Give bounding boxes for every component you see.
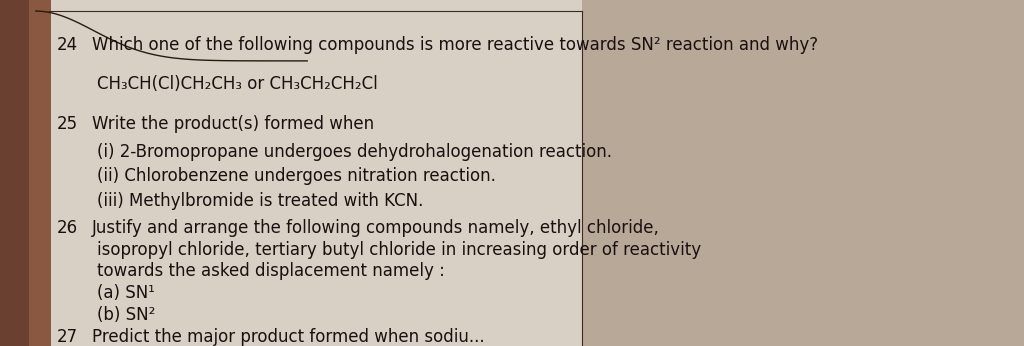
Text: (iii) Methylbromide is treated with KCN.: (iii) Methylbromide is treated with KCN. <box>97 192 424 210</box>
Text: (b) SN²: (b) SN² <box>97 306 156 324</box>
FancyBboxPatch shape <box>0 0 36 346</box>
Text: (ii) Chlorobenzene undergoes nitration reaction.: (ii) Chlorobenzene undergoes nitration r… <box>97 167 497 185</box>
Text: 24: 24 <box>56 36 78 54</box>
Text: 26: 26 <box>56 219 78 237</box>
FancyBboxPatch shape <box>29 0 51 346</box>
Text: 27: 27 <box>56 328 78 346</box>
Text: 25: 25 <box>56 115 78 133</box>
Text: CH₃CH(Cl)CH₂CH₃ or CH₃CH₂CH₂Cl: CH₃CH(Cl)CH₂CH₃ or CH₃CH₂CH₂Cl <box>97 75 378 93</box>
Text: towards the asked displacement namely :: towards the asked displacement namely : <box>97 262 445 280</box>
Text: isopropyl chloride, tertiary butyl chloride in increasing order of reactivity: isopropyl chloride, tertiary butyl chlor… <box>97 241 701 259</box>
Text: Justify and arrange the following compounds namely, ethyl chloride,: Justify and arrange the following compou… <box>92 219 660 237</box>
Text: Which one of the following compounds is more reactive towards SN² reaction and w: Which one of the following compounds is … <box>92 36 818 54</box>
Text: Write the product(s) formed when: Write the product(s) formed when <box>92 115 375 133</box>
Text: (a) SN¹: (a) SN¹ <box>97 284 156 302</box>
Text: Predict the major product formed when sodiu...: Predict the major product formed when so… <box>92 328 484 346</box>
FancyBboxPatch shape <box>49 0 582 346</box>
Text: (i) 2-Bromopropane undergoes dehydrohalogenation reaction.: (i) 2-Bromopropane undergoes dehydrohalo… <box>97 143 612 161</box>
